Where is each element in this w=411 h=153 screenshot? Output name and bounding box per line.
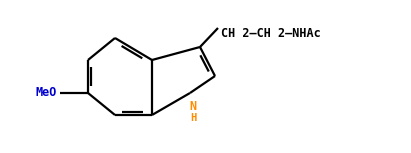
Text: MeO: MeO (36, 86, 57, 99)
Text: H: H (190, 113, 196, 123)
Text: CH 2—CH 2—NHAc: CH 2—CH 2—NHAc (221, 27, 321, 40)
Text: N: N (189, 101, 196, 114)
